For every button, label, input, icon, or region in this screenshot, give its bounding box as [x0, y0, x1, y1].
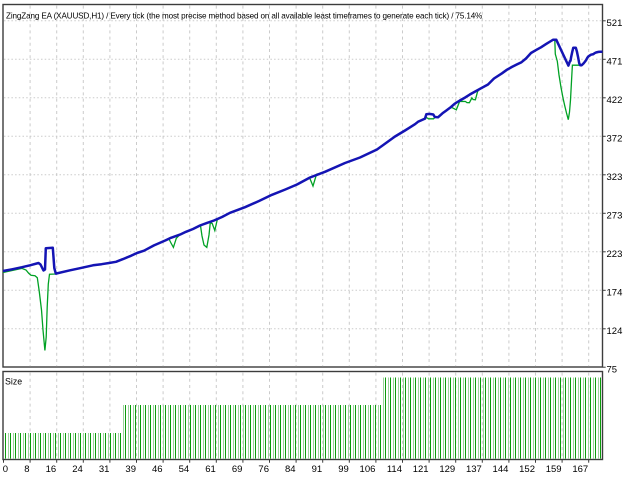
svg-text:99: 99 — [338, 464, 349, 475]
svg-text:372: 372 — [607, 134, 623, 145]
svg-text:46: 46 — [152, 464, 163, 475]
svg-text:39: 39 — [125, 464, 136, 475]
svg-text:159: 159 — [546, 464, 562, 475]
svg-text:75: 75 — [607, 365, 618, 376]
svg-text:114: 114 — [387, 464, 402, 475]
svg-text:521: 521 — [607, 18, 623, 29]
svg-text:152: 152 — [519, 464, 535, 475]
svg-text:69: 69 — [232, 464, 243, 475]
svg-text:84: 84 — [285, 464, 296, 475]
svg-text:16: 16 — [46, 464, 57, 475]
svg-text:144: 144 — [493, 464, 509, 475]
svg-text:76: 76 — [258, 464, 269, 475]
svg-text:ZingZang EA (XAUUSD,H1) / Ever: ZingZang EA (XAUUSD,H1) / Every tick (th… — [6, 12, 482, 21]
svg-text:422: 422 — [607, 95, 623, 106]
svg-text:Size: Size — [5, 377, 22, 387]
svg-text:0: 0 — [3, 464, 8, 475]
svg-text:121: 121 — [413, 464, 429, 475]
svg-text:24: 24 — [72, 464, 83, 475]
svg-text:167: 167 — [572, 464, 588, 475]
svg-text:124: 124 — [607, 326, 623, 337]
svg-text:471: 471 — [607, 57, 623, 68]
svg-text:31: 31 — [99, 464, 110, 475]
svg-text:129: 129 — [439, 464, 455, 475]
svg-text:174: 174 — [607, 288, 623, 299]
svg-text:106: 106 — [360, 464, 376, 475]
svg-text:223: 223 — [607, 249, 623, 260]
svg-text:61: 61 — [205, 464, 216, 475]
svg-text:137: 137 — [466, 464, 482, 475]
svg-text:273: 273 — [607, 211, 623, 222]
svg-text:323: 323 — [607, 172, 623, 183]
svg-text:54: 54 — [179, 464, 190, 475]
svg-text:91: 91 — [312, 464, 323, 475]
svg-text:8: 8 — [24, 464, 29, 475]
